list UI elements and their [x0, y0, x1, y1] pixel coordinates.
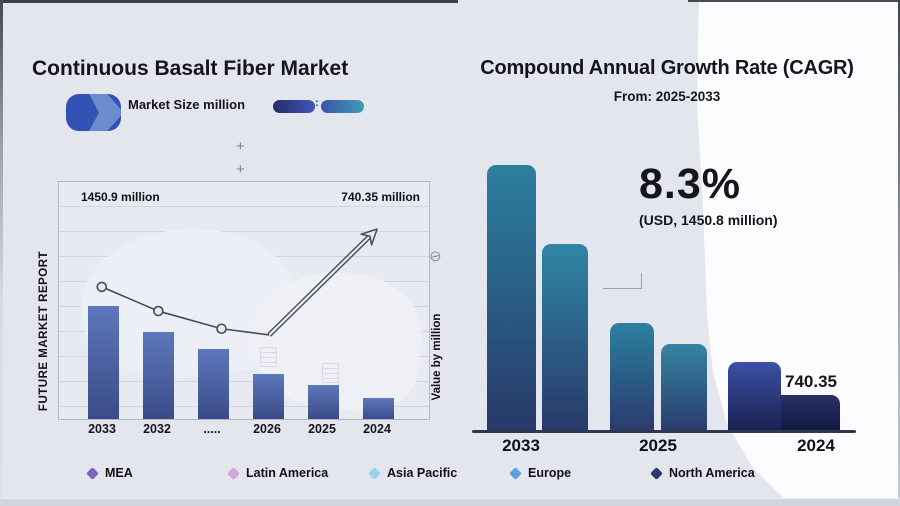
x-axis-label: 2024 — [363, 422, 391, 436]
callout-line — [603, 273, 642, 289]
document-icon — [322, 363, 339, 383]
legend-label: North America — [669, 466, 755, 480]
vertical-watermark-label: FUTURE MARKET REPORT — [38, 250, 50, 412]
market-bars — [59, 182, 429, 419]
arrow-shaft — [267, 233, 370, 335]
value-axis-label: Value by million — [431, 313, 443, 401]
legend-diamond-icon — [227, 466, 240, 480]
cagr-title: Compound Annual Growth Rate (CAGR) — [480, 57, 854, 79]
legend-label: Asia Pacific — [387, 466, 458, 480]
market-size-label: Market Size million — [128, 97, 246, 112]
legend-item-mea: MEA — [86, 466, 133, 480]
x-axis-line — [472, 430, 856, 433]
frame-left-edge — [0, 0, 3, 506]
market-bar-2026 — [252, 374, 284, 419]
pill-icon-left — [273, 100, 315, 113]
market-bar-2025 — [307, 385, 339, 419]
market-bar-2033 — [87, 306, 119, 419]
legend-item-latin-america: Latin America — [227, 466, 329, 480]
plus-icon: + — [236, 161, 245, 178]
arrow-shaft — [269, 236, 373, 337]
frame-top-left — [0, 0, 458, 3]
cagr-detail: (USD, 1450.8 million) — [639, 212, 778, 228]
market-bar-2024 — [362, 398, 394, 419]
cagr-bar-2025-a — [610, 323, 654, 430]
page-title: Continuous Basalt Fiber Market — [32, 57, 349, 80]
frame-top-right — [688, 0, 900, 2]
market-size-chart: 1450.9 million 740.35 million — [58, 181, 430, 420]
annotation-start-value: 1450.9 million — [81, 190, 160, 204]
cagr-value: 8.3% — [639, 160, 742, 208]
market-bar-2032 — [142, 332, 174, 419]
legend-label: Europe — [528, 466, 572, 480]
left-chart-x-axis: 2033 2032..... 2026 2025 2024 — [58, 422, 430, 438]
cagr-bar-2033-a — [487, 165, 536, 430]
cagr-bar-2033-b — [542, 244, 588, 430]
cagr-bar-2025-b — [661, 344, 707, 430]
pill-separator: : — [315, 97, 319, 109]
trend-line-arrow — [96, 228, 378, 337]
x-axis-label: 2026 — [253, 422, 281, 436]
frame-bottom-strip — [0, 498, 900, 506]
data-point-marker — [216, 323, 227, 335]
x-axis-label: 2025 — [308, 422, 336, 436]
x-axis-label: 2033 — [88, 422, 116, 436]
legend-diamond-icon — [368, 466, 381, 480]
legend-diamond-icon — [86, 466, 99, 480]
cagr-chart: 2033 2025 2024 740.35 — [470, 160, 862, 460]
pill-icon-right — [321, 100, 364, 113]
arrow-head — [360, 228, 378, 246]
cagr-subtitle: From: 2025-2033 — [613, 89, 721, 104]
cagr-bar-2024-b — [781, 395, 840, 430]
x-axis-label: 2033 — [502, 436, 540, 455]
document-icon — [260, 347, 277, 367]
legend-diamond-icon — [509, 466, 522, 480]
frame-right-edge — [897, 0, 900, 506]
legend-item-north-america: North America — [650, 466, 755, 480]
plus-icon: + — [236, 138, 245, 155]
legend-label: Latin America — [246, 466, 329, 480]
trend-line — [101, 286, 270, 336]
annotation-end-value: 740.35 million — [341, 190, 420, 204]
x-axis-label: ..... — [203, 422, 221, 436]
legend-label: MEA — [105, 466, 133, 480]
x-axis-label: 2032 — [143, 422, 171, 436]
legend-item-asia-pacific: Asia Pacific — [368, 466, 458, 480]
bar-value-label: 740.35 — [785, 372, 837, 391]
data-point-marker — [96, 281, 108, 293]
data-point-marker — [153, 305, 164, 317]
legend-item-europe: Europe — [509, 466, 572, 480]
market-bar-..... — [197, 349, 229, 419]
x-axis-label: 2024 — [797, 436, 835, 455]
legend-diamond-icon — [650, 466, 663, 480]
x-axis-label: 2025 — [639, 436, 677, 455]
cagr-bar-2024-a — [728, 362, 781, 430]
